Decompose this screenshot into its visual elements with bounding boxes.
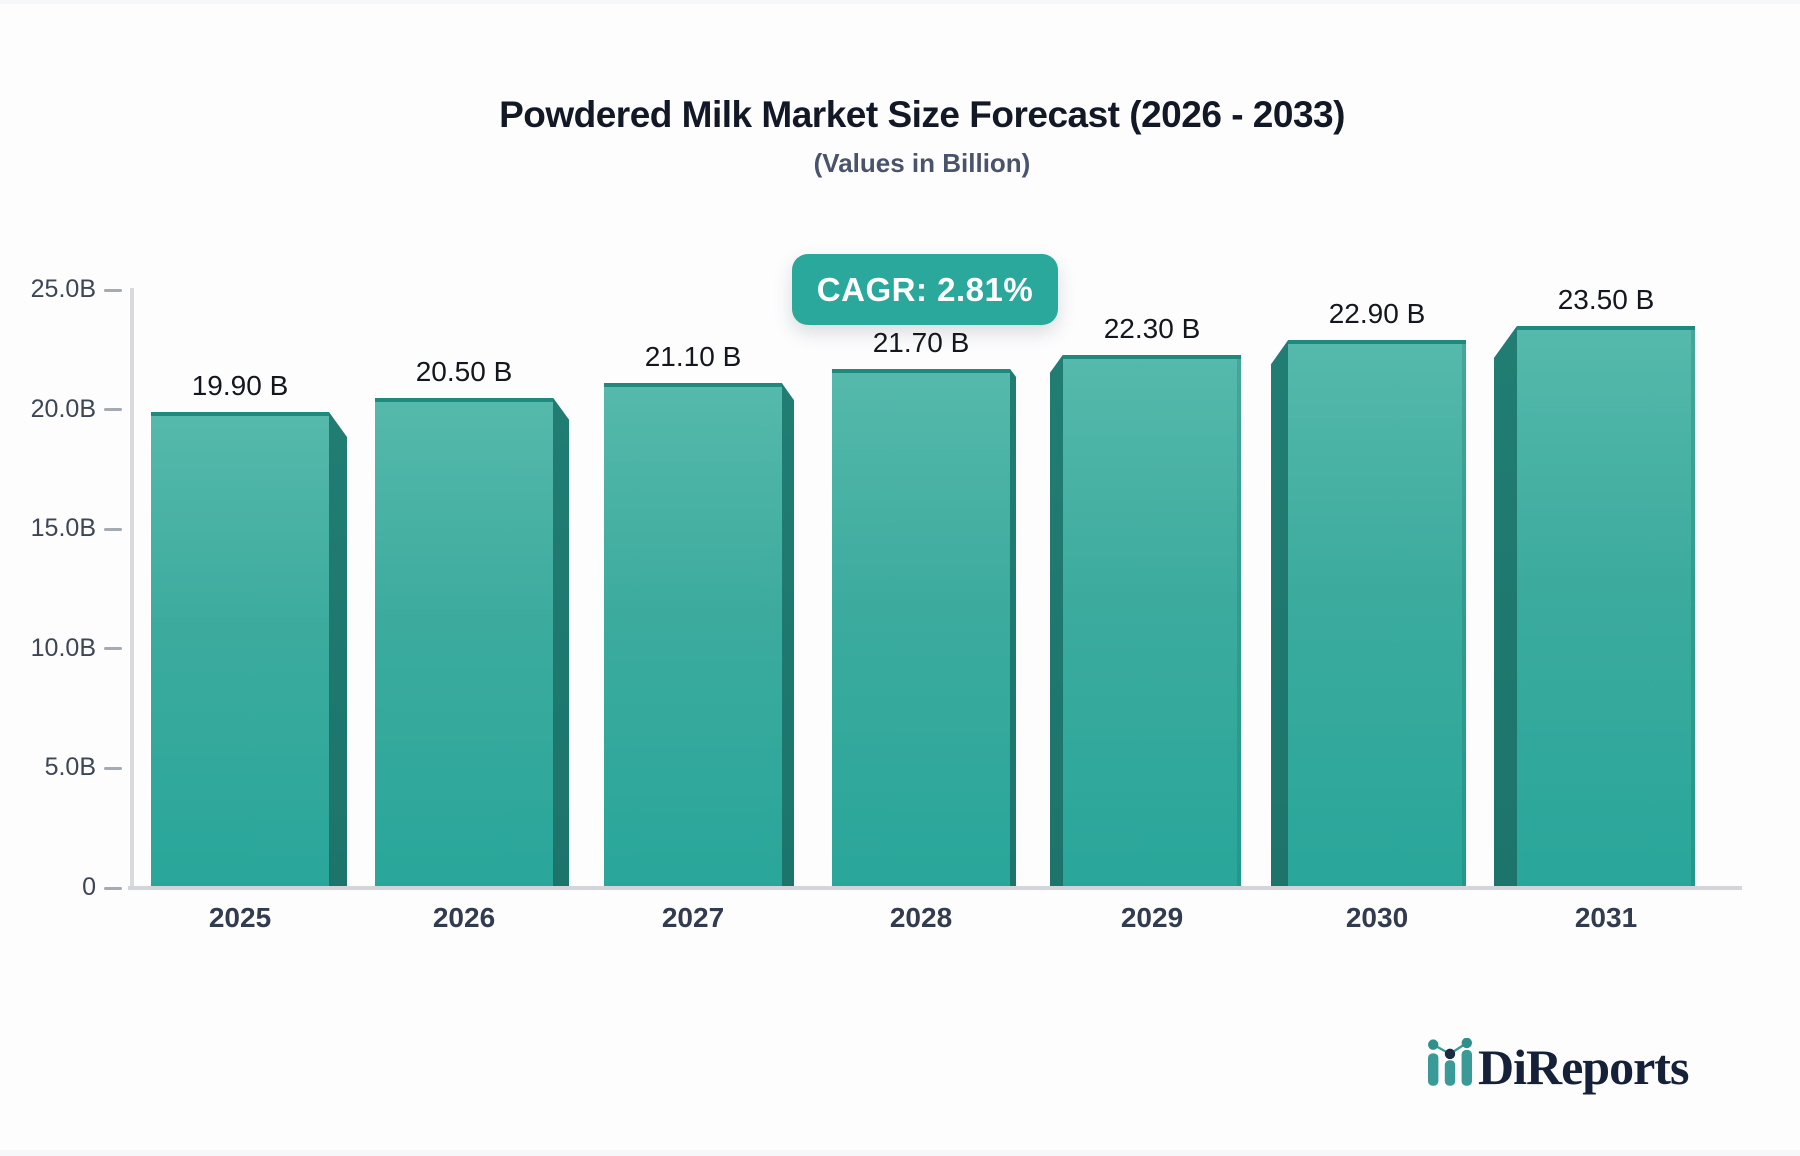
bar-side-2025 [329,411,347,888]
x-tick-label-2031: 2031 [1574,902,1638,933]
x-tick-label-2029: 2029 [1120,902,1184,933]
x-tick-label-2030: 2030 [1345,902,1409,933]
x-tick-label-2025: 2025 [208,902,272,933]
top-edge-strip [0,0,1800,4]
y-tick-label: 0 [82,873,96,901]
bar-side-2026 [553,397,569,888]
bar-value-label-2026: 20.50 B [415,355,513,387]
x-axis-line [128,886,1742,890]
bar-side-2027 [782,383,794,888]
bar-2030 [1288,340,1466,888]
y-tick-dash [104,527,122,531]
brand-logo-text: DiReports [1478,1039,1689,1095]
cagr-badge-label: CAGR: 2.81% [816,270,1034,308]
bar-2029 [1063,354,1241,888]
y-tick-dash [104,408,122,412]
x-tick-label-2026: 2026 [432,902,496,933]
y-tick-label: 5.0B [44,753,96,782]
y-tick-label: 15.0B [30,514,96,543]
y-tick-label: 10.0B [30,633,96,662]
bar-value-label-2028: 21.70 B [872,326,970,358]
brand-logo: DiReports [1428,1037,1689,1096]
bar-2031 [1517,325,1695,888]
bottom-edge-strip [0,1150,1800,1156]
bar-2026 [375,397,553,888]
bar-side-2031 [1494,325,1517,888]
bar-value-label-2031: 23.50 B [1557,283,1655,315]
cagr-badge: CAGR: 2.81% [792,254,1058,325]
bar-value-label-2027: 21.10 B [644,341,742,373]
x-tick-label-2028: 2028 [889,902,953,933]
bar-side-2028 [1010,368,1016,888]
x-tick-label-2027: 2027 [661,902,725,933]
chart-title: Powdered Milk Market Size Forecast (2026… [499,94,1345,135]
bar-side-2029 [1050,354,1063,888]
y-tick-dash [104,647,122,651]
bar-side-2030 [1271,340,1288,888]
bar-2027 [604,383,782,888]
bar-chart-trend-icon [1428,1037,1472,1091]
y-tick-label: 25.0B [30,275,96,303]
bar-2028 [832,368,1010,888]
y-tick-label: 20.0B [30,394,96,423]
bar-value-label-2029: 22.30 B [1103,312,1201,344]
y-tick-dash [104,766,122,770]
bar-value-label-2030: 22.90 B [1328,298,1426,330]
bar-value-label-2025: 19.90 B [191,369,289,401]
y-tick-dash [104,288,122,292]
bar-2025 [151,411,329,888]
y-tick-dash [104,886,122,890]
y-axis-line [130,288,134,890]
chart-subtitle: (Values in Billion) [813,148,1031,178]
